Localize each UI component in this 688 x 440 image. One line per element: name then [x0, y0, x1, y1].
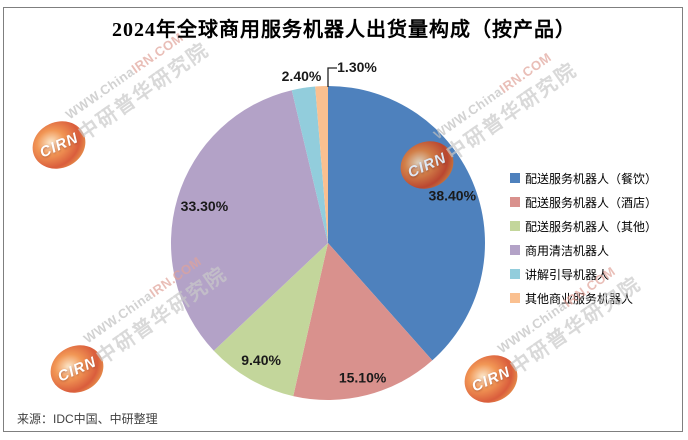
- legend-item-5: 其他商业服务机器人: [510, 286, 657, 310]
- legend-swatch-icon: [510, 245, 520, 255]
- slice-label-3: 33.30%: [181, 198, 229, 214]
- pie-slice-5: [315, 85, 328, 243]
- legend-item-4: 讲解引导机器人: [510, 262, 657, 286]
- legend-swatch-icon: [510, 269, 520, 279]
- legend-swatch-icon: [510, 221, 520, 231]
- legend-item-0: 配送服务机器人（餐饮）: [510, 166, 657, 190]
- slice-label-5: 1.30%: [337, 59, 377, 75]
- legend: 配送服务机器人（餐饮） 配送服务机器人（酒店） 配送服务机器人（其他） 商用清洁机器人…: [510, 166, 657, 310]
- legend-label: 商用清洁机器人: [525, 243, 610, 258]
- slice-label-0: 38.40%: [429, 188, 477, 204]
- legend-item-2: 配送服务机器人（其他）: [510, 214, 657, 238]
- legend-label: 配送服务机器人（酒店）: [525, 195, 658, 210]
- legend-item-3: 商用清洁机器人: [510, 238, 657, 262]
- legend-swatch-icon: [510, 293, 520, 303]
- pie-slice-3: [170, 90, 328, 351]
- pie-slice-1: [293, 243, 433, 400]
- legend-label: 配送服务机器人（餐饮）: [525, 171, 658, 186]
- chart-border: [3, 7, 683, 432]
- legend-item-1: 配送服务机器人（酒店）: [510, 190, 657, 214]
- legend-label: 其他商业服务机器人: [525, 291, 634, 306]
- legend-label: 配送服务机器人（其他）: [525, 219, 658, 234]
- pie-slice-4: [291, 86, 328, 244]
- slice-label-2: 9.40%: [241, 352, 281, 368]
- pie-slice-2: [213, 243, 328, 397]
- chart-title: 2024年全球商用服务机器人出货量构成（按产品）: [112, 19, 576, 41]
- legend-swatch-icon: [510, 197, 520, 207]
- source-note: 来源：IDC中国、中研整理: [17, 412, 158, 426]
- legend-swatch-icon: [510, 173, 520, 183]
- legend-label: 讲解引导机器人: [525, 267, 610, 282]
- slice-label-1: 15.10%: [339, 370, 387, 386]
- slice-label-4: 2.40%: [282, 68, 322, 84]
- label-leader-line: [327, 67, 337, 87]
